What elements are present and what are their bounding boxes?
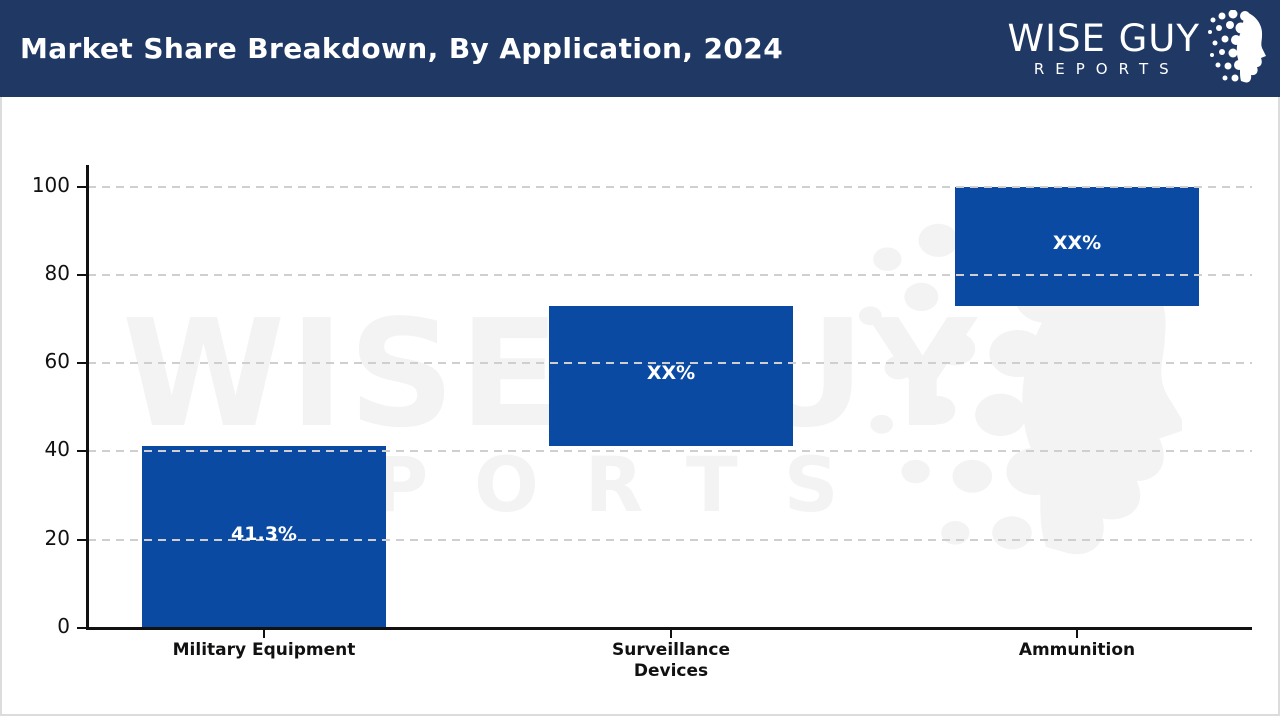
y-tick-40 <box>77 450 86 453</box>
y-tick-label: 20 <box>44 525 70 550</box>
gridline-100 <box>88 185 1252 188</box>
bar-value-label: XX% <box>1052 232 1102 255</box>
gridline-40 <box>88 450 1252 453</box>
gridline-80 <box>88 273 1252 276</box>
y-axis-line <box>86 165 89 630</box>
wise-guy-logo: WISE GUY REPORTS <box>1008 6 1266 92</box>
page-title: Market Share Breakdown, By Application, … <box>20 32 784 65</box>
bar-surveillance-devices <box>549 306 793 446</box>
bar-ammunition <box>955 186 1199 307</box>
x-axis-line <box>86 627 1252 630</box>
y-tick-20 <box>77 538 86 541</box>
logo-subtitle: REPORTS <box>1033 60 1180 79</box>
x-category-label: Surveillance Devices <box>611 640 730 682</box>
chart-card <box>0 97 1280 716</box>
y-tick-label: 40 <box>44 437 70 462</box>
bar-value-label: 41.3% <box>231 522 297 545</box>
x-tick <box>263 629 265 638</box>
y-tick-label: 0 <box>57 614 70 638</box>
logo-wordmark: WISE GUY <box>1007 16 1200 60</box>
y-tick-100 <box>77 185 86 188</box>
y-tick-label: 80 <box>44 260 70 285</box>
bar-military-equipment <box>142 445 386 628</box>
x-category-label: Military Equipment <box>172 640 356 660</box>
x-category-label: Ammunition <box>1018 640 1136 660</box>
gridline-60 <box>88 362 1252 365</box>
y-tick-label: 60 <box>44 349 70 374</box>
y-tick-80 <box>77 273 86 276</box>
logo-face-icon <box>1208 10 1266 83</box>
bar-value-label: XX% <box>646 361 696 384</box>
x-tick <box>1076 629 1078 638</box>
y-tick-label: 100 <box>31 172 70 197</box>
x-tick <box>670 629 672 638</box>
header-bar: Market Share Breakdown, By Application, … <box>0 0 1280 97</box>
gridline-20 <box>88 538 1252 541</box>
logo-text: WISE GUY REPORTS <box>1007 16 1200 79</box>
y-tick-0 <box>77 627 86 629</box>
y-tick-60 <box>77 362 86 365</box>
